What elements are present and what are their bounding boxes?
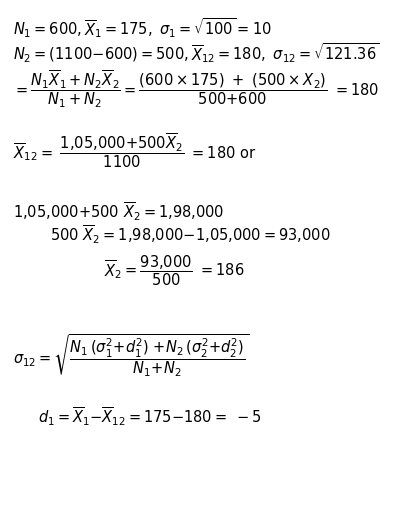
Text: $\sigma_{12}{=}\sqrt{\dfrac{N_1\,(\sigma_1^2{+}d_1^2)\ {+}N_2\,(\sigma_2^2{+}d_2: $\sigma_{12}{=}\sqrt{\dfrac{N_1\,(\sigma… (13, 332, 249, 379)
Text: $1{,}05{,}000{+}500\ \overline{X}_2{=}1{,}98{,}000$: $1{,}05{,}000{+}500\ \overline{X}_2{=}1{… (13, 201, 224, 223)
Text: $\overline{X}_2 = \dfrac{93{,}000}{500}\ {=}186$: $\overline{X}_2 = \dfrac{93{,}000}{500}\… (104, 253, 245, 288)
Text: $N_2 = (1100{-}600) = 500, \overline{X}_{12}{=}180,\ \sigma_{12} = \sqrt{121.36}: $N_2 = (1100{-}600) = 500, \overline{X}_… (13, 42, 379, 64)
Text: $500\ \overline{X}_2{=}1{,}98{,}000{-}1{,}05{,}000{=}93{,}000$: $500\ \overline{X}_2{=}1{,}98{,}000{-}1{… (50, 224, 331, 246)
Text: $= \dfrac{N_1\overline{X}_1 + N_2\overline{X}_2}{N_1 + N_2} = \dfrac{(600 \times: $= \dfrac{N_1\overline{X}_1 + N_2\overli… (13, 69, 379, 110)
Text: $N_1 = 600, \overline{X}_1 = 175,\ \sigma_1 = \sqrt{100} = 10$: $N_1 = 600, \overline{X}_1 = 175,\ \sigm… (13, 17, 271, 41)
Text: $d_1{=}\overline{X}_1{-}\overline{X}_{12}{=}175{-}180=\ -5$: $d_1{=}\overline{X}_1{-}\overline{X}_{12… (38, 406, 262, 428)
Text: $\overline{X}_{12}{=}\ \dfrac{1{,}05{,}000{+}500\overline{X}_2}{1100}\ = 180\ \m: $\overline{X}_{12}{=}\ \dfrac{1{,}05{,}0… (13, 132, 256, 170)
